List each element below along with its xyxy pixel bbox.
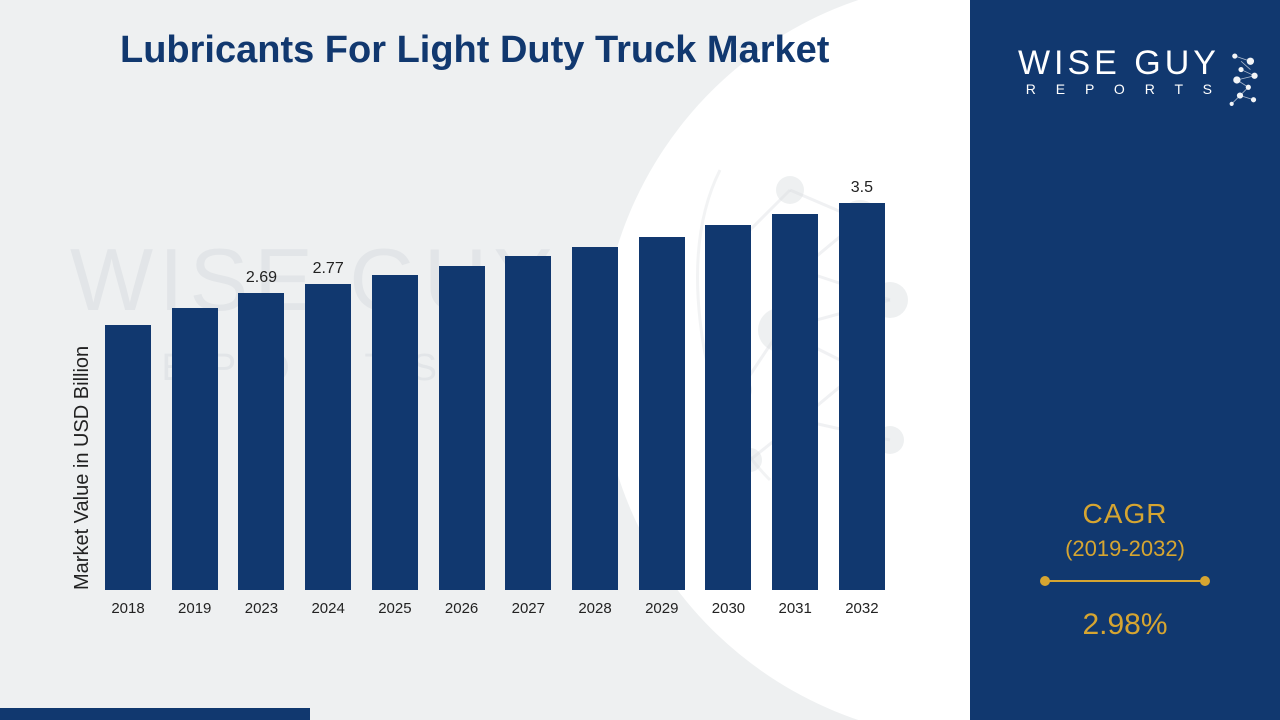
cagr-divider: [1045, 580, 1205, 582]
bar: [639, 237, 685, 590]
cagr-dot-left: [1040, 576, 1050, 586]
x-axis-tick: 2018: [95, 600, 161, 617]
bar-col: 2.77: [295, 284, 361, 590]
cagr-range: (2019-2032): [970, 536, 1280, 562]
bar-col: 3.5: [829, 203, 895, 590]
bar: [238, 293, 284, 590]
bar-value-label: 3.5: [829, 179, 895, 197]
cagr-dot-right: [1200, 576, 1210, 586]
bar-col: [695, 225, 761, 590]
bar-col: [562, 247, 628, 590]
bar-col: [629, 237, 695, 590]
bar-chart: Market Value in USD Billion 2.692.773.5 …: [95, 170, 895, 590]
x-axis-tick: 2023: [228, 600, 294, 617]
cagr-block: CAGR (2019-2032) 2.98%: [970, 498, 1280, 642]
bar: [839, 203, 885, 590]
y-axis-label: Market Value in USD Billion: [71, 346, 94, 590]
bar: [572, 247, 618, 590]
x-axis-labels: 2018201920232024202520262027202820292030…: [95, 600, 895, 617]
bar: [439, 266, 485, 590]
cagr-label: CAGR: [970, 498, 1280, 530]
x-axis-tick: 2029: [629, 600, 695, 617]
bar: [372, 275, 418, 590]
bar: [705, 225, 751, 590]
brand-logo: WISE GUY R E P O R T S: [1018, 44, 1220, 97]
x-axis-tick: 2019: [162, 600, 228, 617]
cagr-value: 2.98%: [970, 608, 1280, 642]
bar-col: [495, 256, 561, 590]
x-axis-tick: 2031: [762, 600, 828, 617]
report-infographic: WISE GUY R E P O R T S CAGR (2019-2032) …: [0, 0, 1280, 720]
x-axis-tick: 2030: [695, 600, 761, 617]
bar: [505, 256, 551, 590]
bar-value-label: 2.69: [228, 269, 294, 287]
logo-text-sub: R E P O R T S: [1018, 81, 1220, 97]
bottom-accent-bar: [0, 708, 310, 720]
bar-value-label: 2.77: [295, 260, 361, 278]
x-axis-tick: 2027: [495, 600, 561, 617]
x-axis-tick: 2028: [562, 600, 628, 617]
x-axis-tick: 2024: [295, 600, 361, 617]
side-panel: WISE GUY R E P O R T S CAGR (2019-2032) …: [970, 0, 1280, 720]
bar: [772, 214, 818, 590]
brain-network-icon: [1214, 38, 1266, 124]
x-axis-tick: 2032: [829, 600, 895, 617]
bar-col: [162, 308, 228, 590]
bar-col: [429, 266, 495, 590]
bar: [172, 308, 218, 590]
bar-col: [362, 275, 428, 590]
bar-col: [95, 325, 161, 590]
chart-title: Lubricants For Light Duty Truck Market: [120, 30, 829, 72]
bar-col: [762, 214, 828, 590]
x-axis-tick: 2026: [429, 600, 495, 617]
bar: [105, 325, 151, 590]
bar-col: 2.69: [228, 293, 294, 590]
x-axis-tick: 2025: [362, 600, 428, 617]
logo-text-main: WISE GUY: [1018, 44, 1220, 83]
bar: [305, 284, 351, 590]
bars-container: 2.692.77 3.5: [95, 170, 895, 590]
